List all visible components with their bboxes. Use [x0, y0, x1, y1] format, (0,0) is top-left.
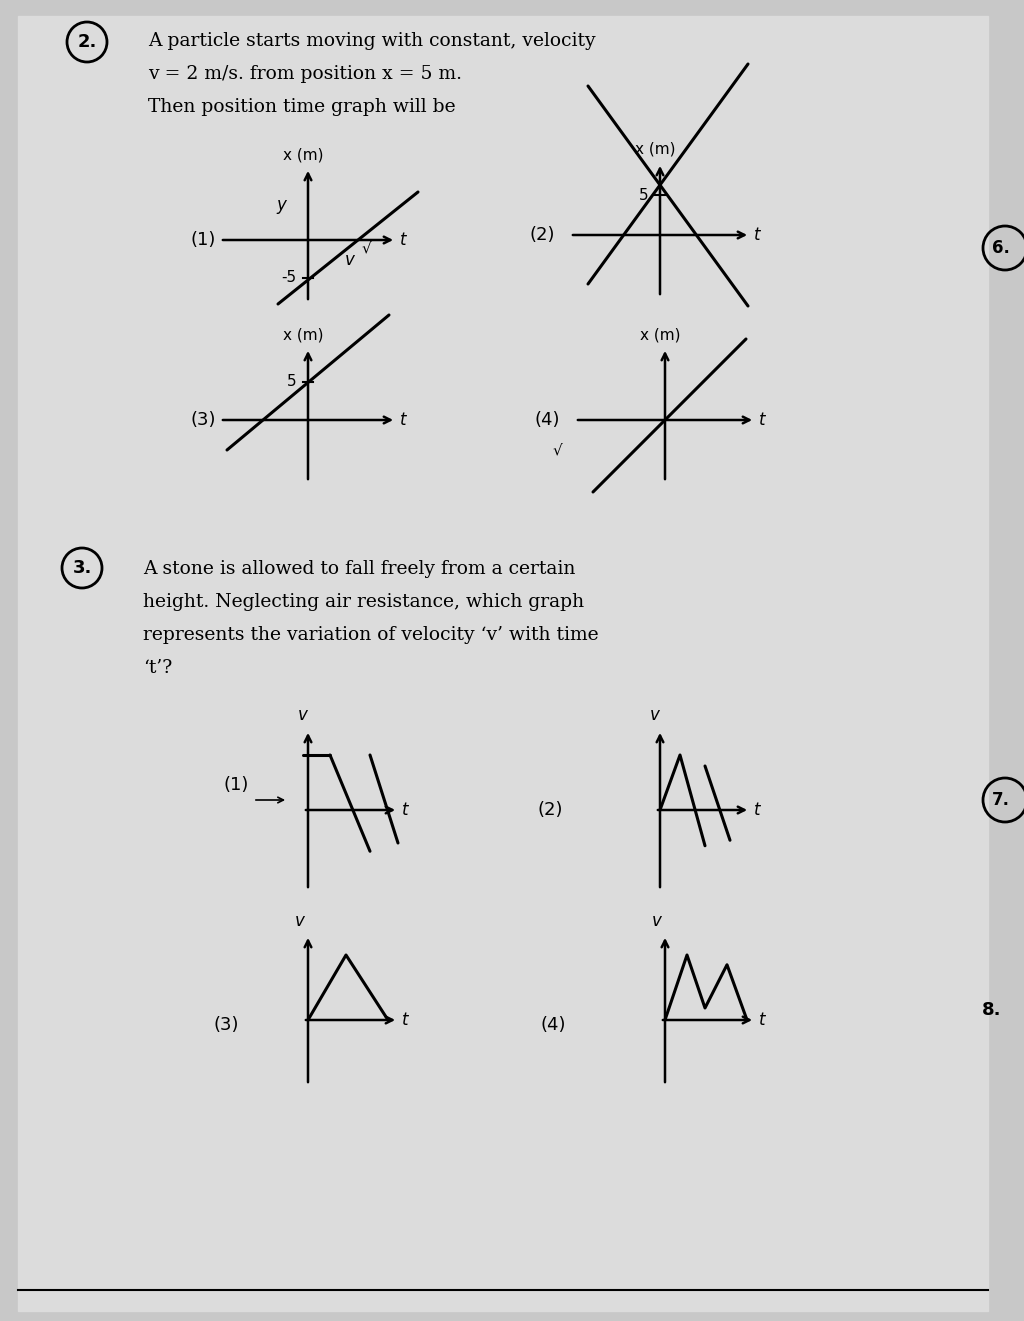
Text: 8.: 8.	[982, 1001, 1001, 1018]
Text: represents the variation of velocity ‘v’ with time: represents the variation of velocity ‘v’…	[143, 626, 599, 645]
Text: 7.: 7.	[992, 791, 1010, 808]
Text: t: t	[754, 801, 761, 819]
Text: x (m): x (m)	[283, 328, 324, 342]
Text: (3): (3)	[190, 411, 216, 429]
Text: (2): (2)	[538, 801, 563, 819]
Text: t: t	[759, 411, 766, 429]
Text: t: t	[400, 411, 407, 429]
Text: 2.: 2.	[78, 33, 96, 52]
Text: x (m): x (m)	[640, 328, 680, 342]
Text: 5: 5	[638, 188, 648, 202]
Text: t: t	[402, 1011, 409, 1029]
Text: (2): (2)	[529, 226, 555, 244]
Text: √: √	[552, 443, 562, 457]
Text: y: y	[276, 196, 286, 214]
Text: t: t	[400, 231, 407, 248]
Text: v: v	[298, 705, 308, 724]
Text: v: v	[652, 911, 662, 930]
Text: Then position time graph will be: Then position time graph will be	[148, 98, 456, 116]
Text: v = 2 m/s. from position x = 5 m.: v = 2 m/s. from position x = 5 m.	[148, 65, 462, 83]
Text: (1): (1)	[223, 775, 249, 794]
Text: height. Neglecting air resistance, which graph: height. Neglecting air resistance, which…	[143, 593, 584, 612]
Text: t: t	[402, 801, 409, 819]
Text: t: t	[754, 226, 761, 244]
Text: v: v	[650, 705, 659, 724]
Text: -5: -5	[281, 271, 296, 285]
Text: (4): (4)	[535, 411, 560, 429]
Text: (4): (4)	[541, 1016, 565, 1034]
Text: A stone is allowed to fall freely from a certain: A stone is allowed to fall freely from a…	[143, 560, 575, 579]
Text: x (m): x (m)	[283, 147, 324, 162]
Text: 6.: 6.	[992, 239, 1010, 258]
Text: (1): (1)	[190, 231, 216, 248]
Text: ‘t’?: ‘t’?	[143, 659, 172, 676]
Text: x (m): x (m)	[635, 141, 675, 157]
Text: v: v	[295, 911, 305, 930]
Text: 3.: 3.	[73, 559, 92, 577]
Text: (3): (3)	[213, 1016, 239, 1034]
Text: √: √	[361, 240, 371, 255]
Text: 5: 5	[287, 374, 296, 390]
Text: v: v	[345, 251, 355, 269]
Text: A particle starts moving with constant, velocity: A particle starts moving with constant, …	[148, 32, 596, 50]
Text: t: t	[759, 1011, 766, 1029]
